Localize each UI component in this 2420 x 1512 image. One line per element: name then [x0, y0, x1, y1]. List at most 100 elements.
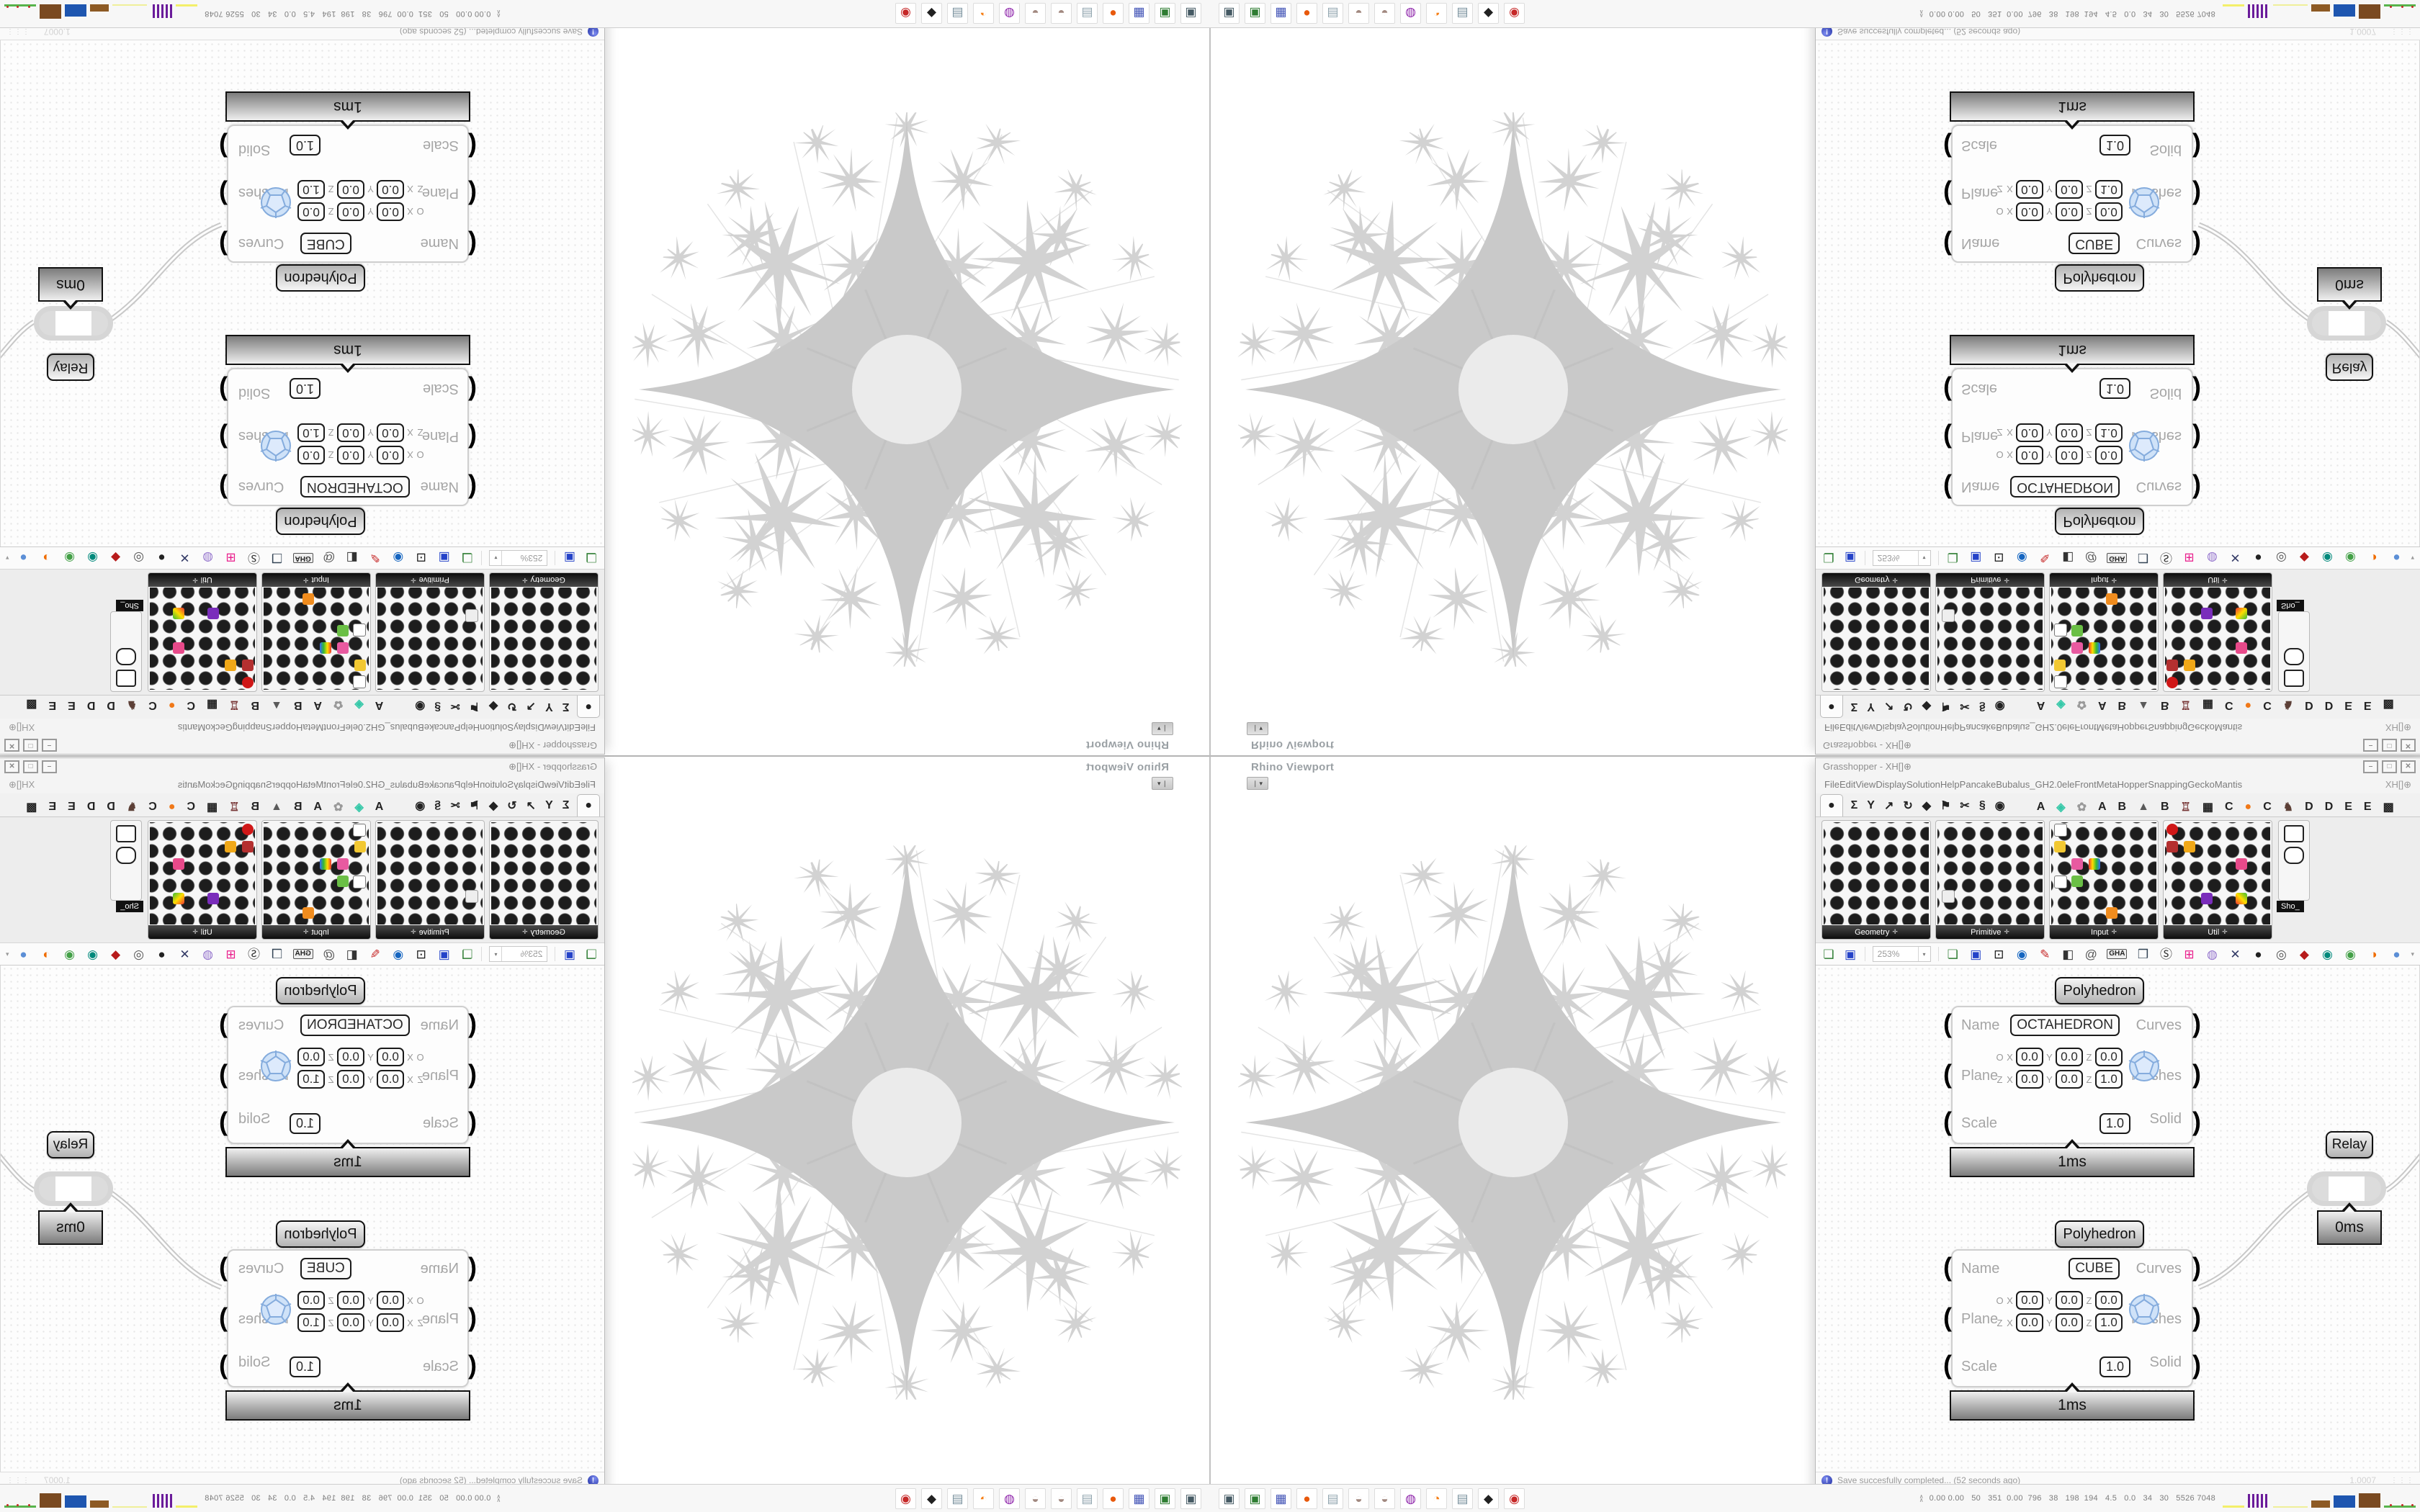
plane-value-field[interactable]: 0.0 [2095, 202, 2123, 221]
palette-icon[interactable] [173, 893, 184, 904]
tab-plugin-b1[interactable]: B [2118, 801, 2127, 813]
zoom-level-combo[interactable]: 253% ▾ [1872, 550, 1931, 566]
inkscape-launcher-icon[interactable]: ◆ [921, 3, 942, 24]
scale-value-field[interactable]: 1.0 [289, 378, 321, 399]
palette-category-label[interactable]: Util ✛ [2164, 573, 2272, 587]
tab-plugin-flower[interactable]: ✿ [333, 801, 344, 814]
close-button[interactable]: ✕ [4, 760, 19, 773]
tab-plugin-orange[interactable]: ● [168, 699, 176, 711]
plane-value-field[interactable]: Z [417, 427, 424, 438]
zoom-extents-icon[interactable]: ⊡ [416, 947, 426, 961]
palette-icon[interactable] [354, 660, 366, 671]
tab-plugin-orange[interactable]: ● [2244, 699, 2252, 711]
input-grip[interactable]: ( [468, 1059, 477, 1089]
plane-value-field[interactable]: O [1996, 1051, 2004, 1063]
maximize-button[interactable]: □ [2382, 760, 2397, 773]
plane-value-field[interactable]: 0.0 [337, 1070, 364, 1089]
palette-icon[interactable] [2106, 907, 2118, 919]
input-grip[interactable]: ( [1943, 1350, 1952, 1380]
tab-plugin-orange[interactable]: ● [168, 801, 176, 813]
open-file-icon[interactable]: ❏ [586, 947, 597, 961]
plane-value-field[interactable]: Z [328, 206, 334, 217]
red-gem-icon[interactable]: ◆ [2299, 947, 2309, 961]
terminal-launcher-icon[interactable]: ▣ [1219, 1488, 1240, 1509]
tab-vector[interactable]: ↗ [526, 700, 537, 713]
plane-value-field[interactable]: 0.0 [337, 180, 364, 199]
blender-launcher-icon[interactable]: ◔ [1426, 1488, 1447, 1509]
input-grip[interactable]: ( [1943, 230, 1952, 260]
red-gem-icon[interactable]: ◆ [2299, 551, 2309, 565]
plane-value-field[interactable]: Y [367, 184, 374, 195]
plane-value-field[interactable]: Z [417, 1317, 424, 1328]
blender-launcher-icon[interactable]: ◔ [973, 3, 994, 24]
palette-icon[interactable] [2236, 893, 2247, 904]
tab-plugin-e2[interactable]: E [2363, 699, 2372, 711]
polyhedron-component-octahedron[interactable]: Name Plane Scale Curves Meshes Solid OCT… [1943, 1006, 2201, 1144]
palette-icon[interactable] [337, 876, 349, 887]
gimp-launcher-icon[interactable]: ◍ [1400, 1488, 1421, 1509]
minimize-button[interactable]: – [42, 739, 57, 752]
tab-sets[interactable]: Y [545, 701, 553, 714]
plane-value-field[interactable]: Z [2086, 206, 2092, 217]
plane-value-field[interactable]: Z [2086, 1295, 2092, 1306]
tab-plugin-c2[interactable]: C [148, 699, 157, 711]
rhino-viewport[interactable]: Rhino Viewport ❘ ▾ [0, 756, 1210, 1485]
palette-category-label[interactable]: Input ✛ [262, 573, 370, 587]
scale-value-field[interactable]: 1.0 [2099, 1356, 2131, 1377]
palette-icon-grid[interactable] [150, 588, 255, 690]
red-app-launcher-icon[interactable]: ◉ [895, 1488, 916, 1509]
plane-value-field[interactable]: X [2007, 1074, 2013, 1085]
plane-value-field[interactable]: X [407, 1074, 413, 1085]
palette-category-label[interactable]: Geometry ✛ [1822, 925, 1930, 939]
tab-plugin-bird[interactable]: ♞ [2282, 698, 2294, 711]
plane-value-field[interactable]: 0.0 [297, 446, 325, 464]
metahopper-at-icon[interactable]: @ [323, 947, 336, 961]
viewport-dropdown-button[interactable]: ❘ ▾ [1152, 722, 1173, 735]
palette-icon[interactable] [2054, 876, 2067, 888]
plane-value-field[interactable]: Z [2086, 449, 2092, 461]
firefox-launcher-icon[interactable]: ● [1296, 3, 1317, 24]
palette-icon[interactable] [2054, 660, 2066, 671]
metahopper-at-icon[interactable]: @ [2084, 947, 2097, 961]
output-grip[interactable]: ) [219, 1302, 228, 1332]
component-header-polyhedron[interactable]: Polyhedron [276, 977, 365, 1004]
polyhedron-component-octahedron[interactable]: Name Plane Scale Curves Meshes Solid OCT… [1943, 368, 2201, 506]
tab-plugin-checker[interactable]: ▩ [2383, 801, 2394, 814]
palette-icon[interactable] [2166, 677, 2178, 688]
chevron-down-icon[interactable]: ▾ [490, 947, 503, 961]
palette-icon-grid[interactable] [2165, 588, 2270, 690]
plane-value-field[interactable]: 0.0 [2016, 423, 2043, 442]
save-file-icon[interactable]: ▣ [1844, 947, 1857, 961]
paint-launcher-icon[interactable]: ◒ [1348, 3, 1369, 24]
palette-icon[interactable] [116, 847, 136, 864]
plane-value-field[interactable]: Y [367, 206, 374, 217]
teal-pin-icon[interactable]: ◉ [87, 947, 98, 961]
plane-value-field[interactable]: Z [2086, 1317, 2092, 1328]
palette-icon[interactable] [2184, 660, 2195, 671]
maximize-button[interactable]: □ [23, 760, 38, 773]
scale-value-field[interactable]: 1.0 [2099, 1113, 2131, 1134]
palette-icon-grid[interactable] [1824, 822, 1929, 924]
gimp-launcher-icon[interactable]: ◍ [999, 1488, 1020, 1509]
plane-value-field[interactable]: Y [367, 1074, 374, 1085]
component-header-polyhedron[interactable]: Polyhedron [2055, 1220, 2144, 1248]
galapagos-dna-icon[interactable]: ✕ [179, 947, 190, 961]
palette-icon-grid[interactable] [491, 588, 596, 690]
tab-params[interactable]: ● [577, 794, 600, 816]
palette-icon[interactable] [353, 624, 366, 636]
tab-plugin-gem[interactable]: ◈ [354, 698, 364, 711]
paint-launcher-icon[interactable]: ◒ [1051, 3, 1072, 24]
output-grip[interactable]: ) [2192, 1350, 2201, 1380]
plane-value-field[interactable]: Y [2046, 449, 2053, 461]
scale-value-field[interactable]: 1.0 [289, 1113, 321, 1134]
zoom-extents-icon[interactable]: ⊡ [1994, 947, 2004, 961]
palette-icon[interactable] [242, 824, 254, 835]
palette-icon-grid[interactable] [1937, 822, 2043, 924]
palette-icon[interactable] [2284, 670, 2304, 687]
palette-icon[interactable] [320, 858, 331, 870]
tab-display[interactable]: ◉ [415, 700, 426, 713]
component-header-polyhedron[interactable]: Polyhedron [276, 1220, 365, 1248]
output-grip[interactable]: ) [2192, 132, 2201, 162]
tab-plugin-a2[interactable]: A [313, 801, 323, 813]
plane-value-field[interactable]: 0.0 [2056, 1070, 2083, 1089]
